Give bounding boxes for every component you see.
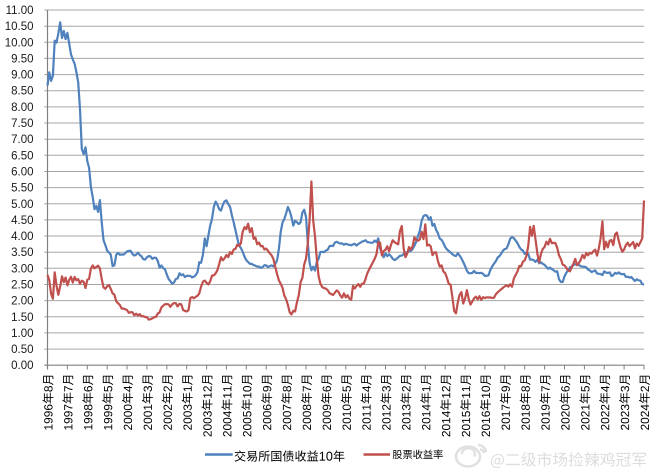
svg-text:8.50: 8.50	[11, 86, 33, 98]
svg-text:4.50: 4.50	[11, 215, 33, 227]
svg-text:7.50: 7.50	[11, 118, 33, 130]
svg-text:6.00: 6.00	[11, 167, 33, 179]
svg-text:9.50: 9.50	[11, 53, 33, 65]
svg-text:0.00: 0.00	[11, 360, 33, 372]
svg-text:4.00: 4.00	[11, 231, 33, 243]
svg-text:3.00: 3.00	[11, 263, 33, 275]
svg-text:2.50: 2.50	[11, 280, 33, 292]
svg-text:10.50: 10.50	[5, 21, 34, 33]
svg-text:5.50: 5.50	[11, 183, 33, 195]
svg-text:2.00: 2.00	[11, 296, 33, 308]
svg-text:3.50: 3.50	[11, 247, 33, 259]
svg-text:1.00: 1.00	[11, 328, 33, 340]
svg-text:10.00: 10.00	[5, 37, 34, 49]
svg-text:5.00: 5.00	[11, 199, 33, 211]
svg-text:7.00: 7.00	[11, 134, 33, 146]
svg-text:9.00: 9.00	[11, 70, 33, 82]
svg-text:8.00: 8.00	[11, 102, 33, 114]
svg-text:1.50: 1.50	[11, 312, 33, 324]
svg-text:6.50: 6.50	[11, 150, 33, 162]
svg-text:0.50: 0.50	[11, 344, 33, 356]
svg-text:11.00: 11.00	[6, 5, 34, 17]
